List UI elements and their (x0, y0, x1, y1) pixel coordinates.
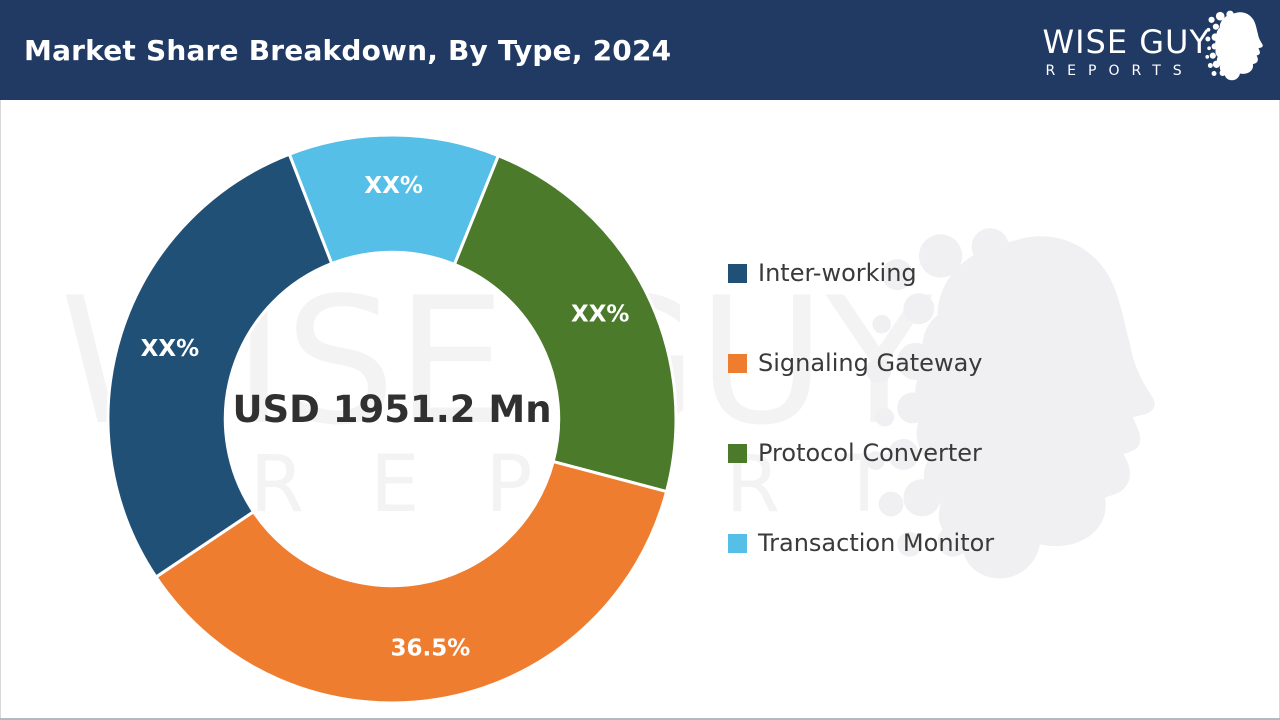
legend-item-protocol-converter: Protocol Converter (728, 435, 994, 471)
logo-face-icon (1205, 10, 1263, 81)
legend-label-transaction-monitor: Transaction Monitor (758, 529, 995, 557)
legend-item-inter-working: Inter-working (728, 255, 994, 291)
donut-chart: XX% XX% 36.5% XX% (106, 133, 678, 705)
segment-value-label-transaction-monitor: XX% (364, 173, 423, 199)
logo-text: WISE GUY REPORTS (1042, 23, 1210, 79)
legend-label-signaling-gateway: Signaling Gateway (758, 349, 983, 377)
legend-label-inter-working: Inter-working (758, 259, 917, 287)
legend-swatch-signaling-gateway (728, 353, 747, 373)
segment-value-label-protocol-converter: XX% (571, 302, 630, 328)
legend-swatch-protocol-converter (728, 443, 747, 463)
center-value-label: USD 1951.2 Mn (232, 388, 552, 431)
legend-item-signaling-gateway: Signaling Gateway (728, 345, 994, 381)
donut-segment-protocol-converter (452, 154, 678, 494)
bottom-accent-line (0, 718, 1280, 720)
logo-reports-label: REPORTS (1045, 62, 1194, 79)
chart-legend: Inter-working Signaling Gateway Protocol C… (728, 255, 994, 615)
legend-label-protocol-converter: Protocol Converter (758, 439, 982, 467)
brand-logo: WISE GUY REPORTS (1042, 6, 1266, 84)
logo-wordmark: WISE GUY (1042, 23, 1210, 61)
legend-item-transaction-monitor: Transaction Monitor (728, 525, 994, 561)
legend-swatch-inter-working (728, 263, 747, 283)
segment-value-label-signaling-gateway: 36.5% (391, 636, 471, 662)
donut-segment-inter-working (106, 152, 334, 579)
segment-value-label-inter-working: XX% (141, 336, 200, 362)
header-bar: Market Share Breakdown, By Type, 2024 WI… (0, 0, 1280, 100)
page-title: Market Share Breakdown, By Type, 2024 (24, 33, 672, 67)
legend-swatch-transaction-monitor (728, 533, 747, 553)
donut-segment-signaling-gateway (154, 460, 669, 705)
